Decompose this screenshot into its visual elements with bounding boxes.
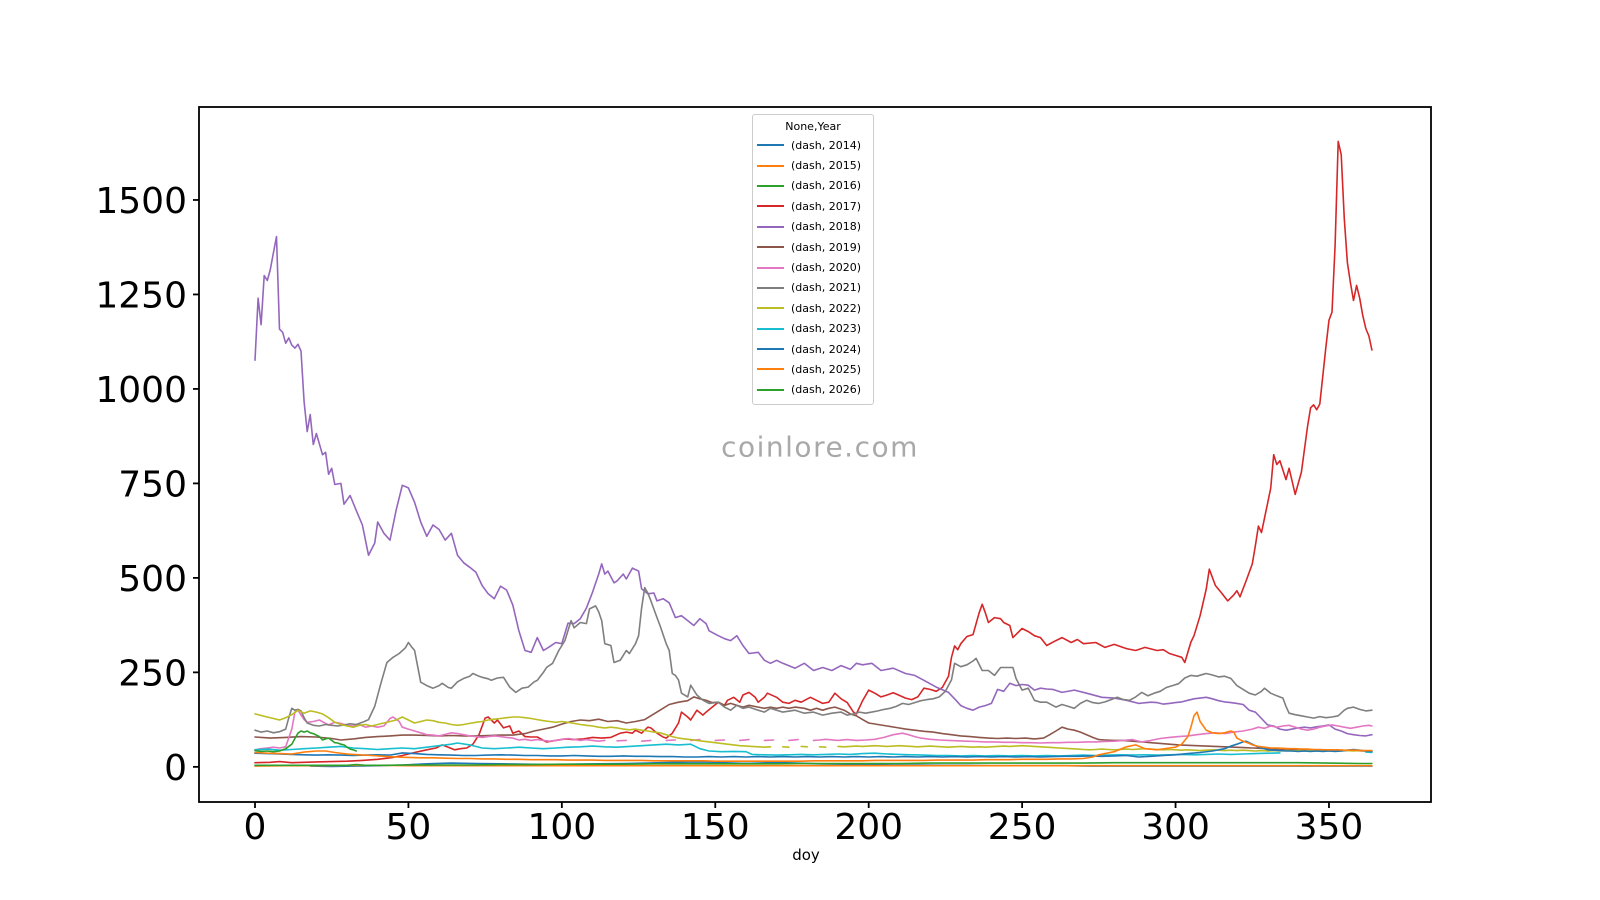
x-axis-label: doy	[792, 846, 820, 864]
legend-swatch	[757, 164, 784, 167]
y-tick-label: 1000	[95, 370, 187, 411]
legend-swatch	[757, 327, 784, 330]
legend-entry: (dash, 2018)	[753, 217, 873, 237]
legend-entry: (dash, 2024)	[753, 339, 873, 359]
legend-entry-label: (dash, 2016)	[791, 179, 861, 193]
series-line-dash-2019	[254, 696, 1373, 752]
x-tick-label: 250	[988, 807, 1057, 848]
legend-entry: (dash, 2016)	[753, 176, 873, 196]
legend-swatch	[757, 246, 784, 249]
legend-entry-label: (dash, 2023)	[791, 322, 861, 336]
legend-swatch	[757, 205, 784, 208]
legend-entry: (dash, 2019)	[753, 237, 873, 257]
y-tick-label: 1500	[95, 181, 187, 222]
x-tick-label: 100	[527, 807, 596, 848]
legend-entry: (dash, 2020)	[753, 257, 873, 277]
y-tick-label: 250	[118, 653, 187, 694]
x-tick-label: 50	[386, 807, 432, 848]
series-line-dash-2016	[254, 761, 1373, 767]
legend-entry-label: (dash, 2014)	[791, 138, 861, 152]
legend-entry: (dash, 2015)	[753, 155, 873, 175]
legend-swatch	[757, 266, 784, 269]
legend-entry-label: (dash, 2020)	[791, 261, 861, 275]
legend-entry: (dash, 2023)	[753, 319, 873, 339]
legend-entry-label: (dash, 2025)	[791, 362, 861, 376]
series-line-dash-2020	[254, 709, 1373, 751]
legend-entry: (dash, 2017)	[753, 196, 873, 216]
series-line-dash-2023	[254, 742, 1373, 757]
legend-entry-label: (dash, 2018)	[791, 220, 861, 234]
plot-frame	[198, 106, 1432, 803]
legend-entries: (dash, 2014) (dash, 2015) (dash, 2016) (das…	[753, 135, 873, 400]
legend-entry-label: (dash, 2021)	[791, 281, 861, 295]
y-tick-label: 0	[164, 748, 187, 789]
legend-entry: (dash, 2025)	[753, 359, 873, 379]
legend-entry: (dash, 2026)	[753, 380, 873, 400]
watermark: coinlore.com	[721, 430, 919, 464]
legend-entry-label: (dash, 2015)	[791, 159, 861, 173]
legend-entry-label: (dash, 2026)	[791, 383, 861, 397]
legend-swatch	[757, 286, 784, 289]
series-line-dash-2017	[254, 140, 1373, 764]
x-tick-label: 200	[834, 807, 903, 848]
legend-title: None,Year	[785, 120, 841, 133]
series-line-dash-2022	[254, 709, 1373, 752]
x-tick-label: 150	[681, 807, 750, 848]
legend-entry-label: (dash, 2019)	[791, 240, 861, 254]
legend-entry: (dash, 2021)	[753, 278, 873, 298]
legend-swatch	[757, 225, 784, 228]
series-line-dash-2026	[254, 730, 358, 753]
legend-swatch	[757, 368, 784, 371]
x-tick-label: 0	[244, 807, 267, 848]
y-tick-label: 1250	[95, 275, 187, 316]
x-tick-label: 300	[1141, 807, 1210, 848]
legend-entry: (dash, 2022)	[753, 298, 873, 318]
legend-swatch	[757, 144, 784, 147]
series-line-dash-2021	[254, 586, 1373, 734]
series-line-dash-2018	[254, 235, 1373, 737]
legend: None,Year (dash, 2014) (dash, 2015) (dash,…	[752, 114, 874, 406]
legend-swatch	[757, 307, 784, 310]
series-line-dash-2025	[254, 711, 1373, 762]
legend-swatch	[757, 348, 784, 351]
legend-entry-label: (dash, 2022)	[791, 301, 861, 315]
series-line-dash-2024	[254, 740, 1373, 758]
legend-swatch	[757, 184, 784, 187]
y-tick-label: 750	[118, 464, 187, 505]
x-tick-label: 350	[1295, 807, 1364, 848]
legend-entry-label: (dash, 2024)	[791, 342, 861, 356]
y-tick-label: 500	[118, 559, 187, 600]
legend-entry-label: (dash, 2017)	[791, 199, 861, 213]
legend-entry: (dash, 2014)	[753, 135, 873, 155]
legend-swatch	[757, 388, 784, 391]
